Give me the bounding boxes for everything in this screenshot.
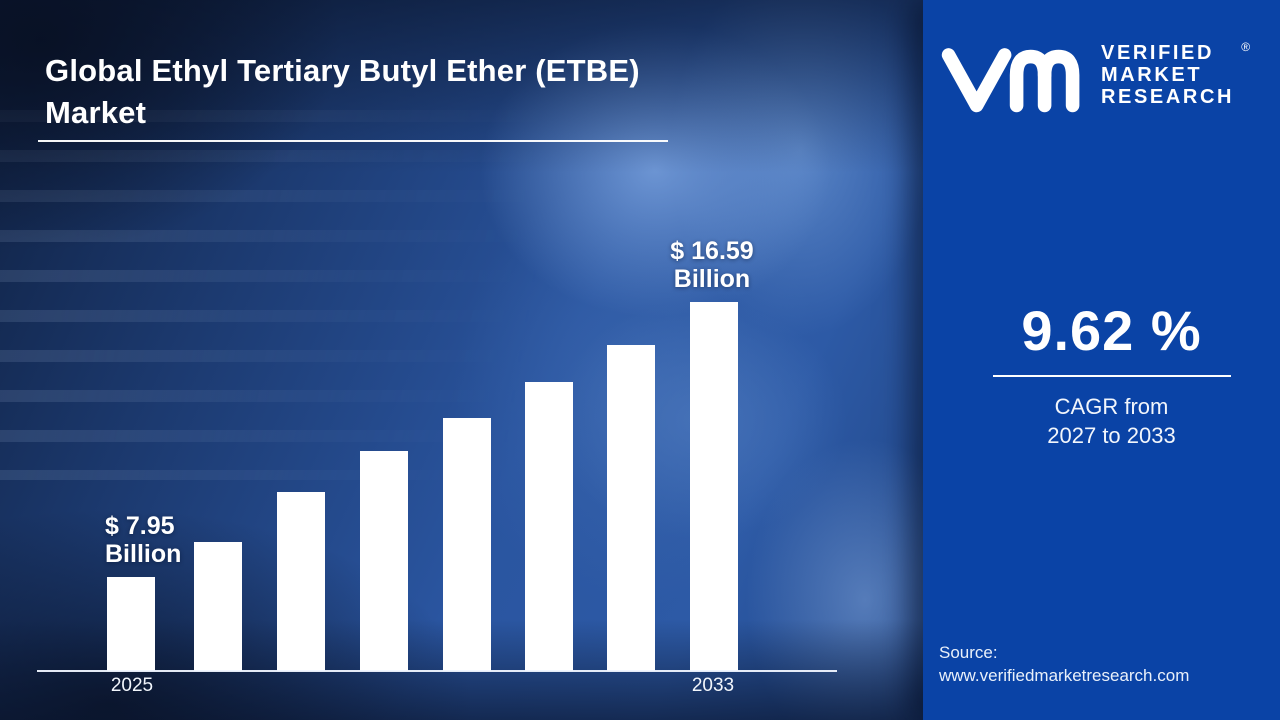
cagr-caption-line2: 2027 to 2033: [1047, 422, 1176, 448]
cagr-caption-line1: CAGR from: [1054, 394, 1169, 419]
page-title-line1: Global Ethyl Tertiary Butyl Ether (ETBE): [45, 53, 640, 88]
brand-name-line1: VERIFIED: [1101, 42, 1215, 64]
bar-1: [107, 577, 155, 671]
first-bar-value-line2: Billion: [105, 540, 182, 568]
brand-name: ® VERIFIED MARKET RESEARCH: [1101, 40, 1250, 108]
cagr-stat-block: 9.62 % CAGR from 2027 to 2033: [943, 298, 1280, 450]
source-attribution: Source: www.verifiedmarketresearch.com: [939, 642, 1189, 688]
bar-8: [690, 302, 738, 671]
title-underline-divider: [38, 140, 668, 142]
cagr-caption: CAGR from 2027 to 2033: [943, 393, 1280, 450]
first-bar-value-label: $ 7.95 Billion: [105, 512, 181, 568]
cagr-value: 9.62 %: [1021, 299, 1202, 362]
registered-trademark-symbol: ®: [1241, 40, 1251, 54]
page-title-line2: Market: [45, 94, 147, 130]
cagr-divider: [992, 375, 1231, 377]
bar-5: [443, 418, 491, 671]
source-url: www.verifiedmarketresearch.com: [939, 665, 1190, 685]
source-label: Source:: [939, 643, 998, 662]
brand-name-line3: RESEARCH: [1101, 86, 1235, 108]
bar-4: [360, 451, 408, 671]
first-bar-value-line1: $ 7.95: [105, 512, 175, 540]
x-tick-2033: 2033: [691, 675, 735, 696]
x-tick-2025: 2025: [110, 675, 154, 696]
brand-name-line2: MARKET: [1101, 64, 1203, 86]
bar-2: [194, 542, 242, 671]
bar-7: [607, 345, 655, 671]
last-bar-value-label: $ 16.59 Billion: [632, 237, 792, 293]
last-bar-value-line2: Billion: [673, 265, 751, 293]
page-title: Global Ethyl Tertiary Butyl Ether (ETBE)…: [45, 50, 735, 134]
last-bar-value-line1: $ 16.59: [670, 237, 754, 265]
brand-logo-row: ® VERIFIED MARKET RESEARCH: [939, 34, 1250, 116]
bar-6: [525, 382, 573, 671]
vmr-logo-icon: [941, 48, 1080, 113]
bar-3: [277, 492, 325, 671]
brand-panel: ® VERIFIED MARKET RESEARCH 9.62 % CAGR f…: [923, 0, 1280, 720]
x-axis-line: [37, 670, 837, 672]
